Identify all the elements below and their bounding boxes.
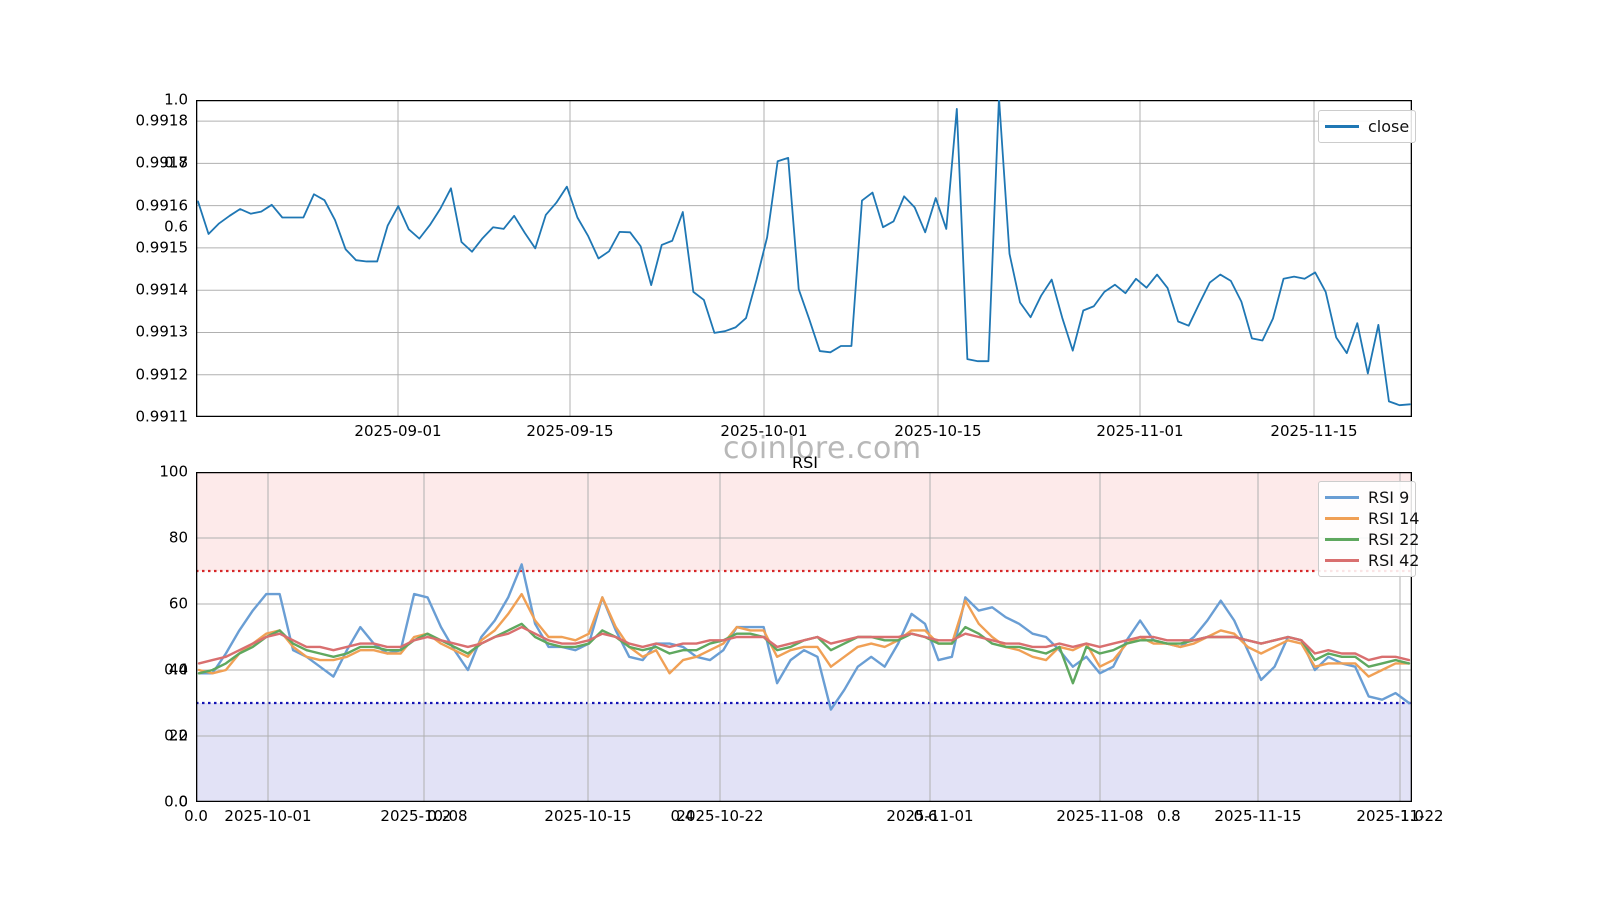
- price-y-tick: 0.9918: [135, 111, 189, 130]
- legend-label: RSI 14: [1368, 509, 1420, 528]
- legend-line-swatch: [1325, 559, 1359, 562]
- price-x-tick: 2025-09-01: [354, 422, 442, 440]
- price-chart-panel: [196, 100, 1412, 417]
- rsi-legend-item[interactable]: RSI 14: [1325, 508, 1419, 529]
- price-y-tick: 0.9911: [135, 407, 189, 426]
- rsi-x-tick: 2025-10-08: [380, 807, 468, 825]
- price-x-tick: 2025-09-15: [526, 422, 614, 440]
- price-y-tick: 0.9917: [135, 153, 189, 172]
- price-x-tick: 2025-10-15: [894, 422, 982, 440]
- rsi-legend-item[interactable]: RSI 9: [1325, 487, 1410, 508]
- legend-line-swatch: [1325, 517, 1359, 520]
- rsi-x-overlay-tick: 0.6: [913, 807, 938, 825]
- price-legend-item[interactable]: close: [1325, 116, 1410, 137]
- rsi-chart-svg: [196, 472, 1412, 802]
- price-x-tick: 2025-10-01: [720, 422, 808, 440]
- rsi-y-overlay-tick: 0.2: [164, 726, 188, 745]
- rsi-x-tick: 2025-11-22: [1356, 807, 1444, 825]
- rsi-y-tick: 40: [168, 660, 188, 679]
- price-y-tick: 0.9914: [135, 280, 189, 299]
- rsi-x-tick: 2025-10-22: [676, 807, 764, 825]
- price-chart-svg: [196, 100, 1412, 417]
- rsi-y-overlay-tick: 0.4: [164, 660, 188, 679]
- rsi-band-overbought: [196, 472, 1412, 571]
- price-y-tick: 0.9915: [135, 238, 189, 257]
- rsi-y-tick: 20: [168, 726, 188, 745]
- rsi-x-overlay-tick: 0.8: [1156, 807, 1181, 825]
- rsi-x-overlay-tick: 1.0: [1400, 807, 1424, 825]
- rsi-panel-title: RSI: [792, 453, 818, 472]
- legend-label: RSI 22: [1368, 530, 1420, 549]
- rsi-y-tick: 100: [159, 462, 188, 481]
- rsi-chart-legend[interactable]: RSI 9 RSI 14 RSI 22 RSI 42: [1318, 481, 1419, 577]
- rsi-x-tick: 2025-10-15: [544, 807, 632, 825]
- rsi-legend-item[interactable]: RSI 22: [1325, 529, 1419, 550]
- legend-line-swatch: [1325, 125, 1359, 128]
- rsi-legend-item[interactable]: RSI 42: [1325, 550, 1419, 571]
- rsi-series-line: [197, 592, 1411, 678]
- price-y-overlay-tick: 0.6: [164, 217, 188, 236]
- rsi-band-oversold: [196, 703, 1412, 802]
- price-x-tick: 2025-11-15: [1270, 422, 1358, 440]
- rsi-series-line: [197, 625, 1411, 665]
- rsi-y-tick: 60: [168, 594, 188, 613]
- rsi-y-tick: 80: [168, 528, 188, 547]
- coinlore-watermark: coinlore.com: [723, 431, 922, 466]
- rsi-x-tick: 2025-11-08: [1056, 807, 1144, 825]
- rsi-x-overlay-tick: 0.2: [427, 807, 452, 825]
- rsi-chart-panel: [196, 472, 1412, 802]
- price-y-tick: 0.9913: [135, 322, 189, 341]
- price-chart-legend[interactable]: close: [1318, 110, 1416, 143]
- price-y-tick: 0.9912: [135, 365, 189, 384]
- rsi-y-overlay-tick: 0.0: [164, 792, 188, 811]
- legend-label: RSI 42: [1368, 551, 1420, 570]
- legend-line-swatch: [1325, 538, 1359, 541]
- price-y-tick: 0.9916: [135, 196, 189, 215]
- rsi-x-overlay-tick: 0.4: [670, 807, 695, 825]
- rsi-x-tick: 2025-10-01: [224, 807, 312, 825]
- legend-label: close: [1368, 117, 1410, 136]
- rsi-y-tick: 0: [178, 792, 188, 811]
- rsi-x-overlay-tick: 0.0: [184, 807, 208, 825]
- price-y-overlay-tick: 1.0: [164, 90, 188, 109]
- rsi-x-tick: 2025-11-01: [886, 807, 974, 825]
- rsi-x-tick: 2025-11-15: [1214, 807, 1302, 825]
- price-x-tick: 2025-11-01: [1096, 422, 1184, 440]
- legend-label: RSI 9: [1368, 488, 1410, 507]
- legend-line-swatch: [1325, 496, 1359, 499]
- price-y-overlay-tick: 0.8: [164, 153, 188, 172]
